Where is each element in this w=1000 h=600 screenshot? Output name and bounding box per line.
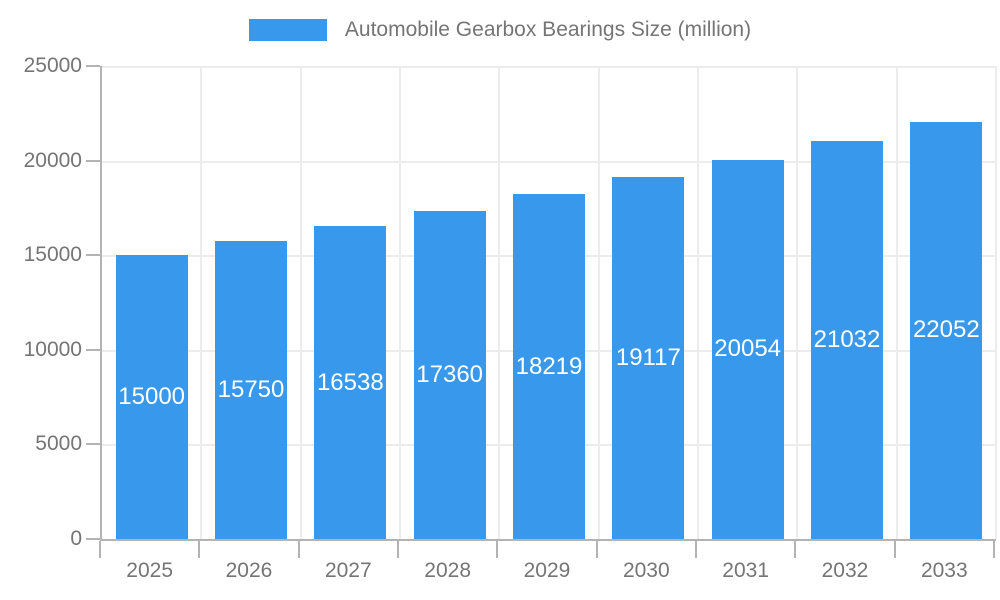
y-axis-tick	[86, 65, 100, 67]
bar-value-label: 18219	[515, 352, 583, 380]
x-axis-tick	[993, 541, 995, 558]
y-axis-tick	[86, 348, 100, 351]
x-gridline	[895, 66, 898, 539]
plot-area: 15000 15750 16538 17360 18219 19117 20054 21032…	[100, 66, 997, 541]
y-axis-tick	[86, 538, 100, 540]
x-axis-tick	[695, 541, 697, 558]
x-axis-label: 2032	[821, 559, 869, 582]
y-axis-label: 20000	[23, 148, 82, 172]
bar-value-label: 22052	[912, 316, 980, 344]
bar-2031[interactable]: 20054	[711, 159, 784, 539]
y-axis-tick	[86, 159, 100, 162]
x-axis-label: 2030	[622, 559, 670, 582]
x-axis-tick	[297, 541, 300, 558]
x-gridline	[697, 66, 699, 539]
x-gridline	[498, 66, 501, 539]
x-axis-tick	[397, 541, 399, 558]
x-axis-tick	[99, 541, 101, 558]
x-axis-label: 2029	[523, 559, 571, 582]
bar-2033[interactable]: 22052	[910, 121, 983, 539]
bar-value-label: 17360	[416, 360, 484, 388]
x-gridline	[995, 66, 997, 539]
bar-value-label: 15000	[118, 383, 186, 411]
x-axis-tick	[893, 541, 896, 558]
bar-2028[interactable]: 17360	[413, 210, 486, 539]
y-axis-label: 0	[70, 527, 82, 550]
bar-2030[interactable]: 19117	[612, 177, 685, 539]
legend-swatch	[248, 19, 327, 41]
x-axis-tick	[496, 541, 499, 558]
x-gridline	[796, 66, 799, 539]
bar-value-label: 15750	[217, 376, 285, 403]
y-axis-tick	[86, 443, 100, 446]
bar-2025[interactable]: 15000	[115, 255, 188, 539]
bar-2027[interactable]: 16538	[314, 226, 387, 539]
bar-value-label: 16538	[316, 368, 384, 396]
bar-2032[interactable]: 21032	[811, 141, 883, 539]
bar-2029[interactable]: 18219	[513, 194, 585, 539]
x-gridline	[299, 66, 302, 539]
y-axis-label: 15000	[23, 243, 82, 267]
x-axis-label: 2025	[126, 559, 174, 582]
y-axis-label: 10000	[23, 337, 82, 361]
legend-label: Automobile Gearbox Bearings Size (millio…	[344, 18, 752, 41]
bar-value-label: 20054	[714, 335, 782, 363]
x-axis-label: 2028	[424, 559, 472, 582]
x-axis-tick	[198, 541, 201, 558]
y-axis-label: 5000	[35, 432, 82, 456]
x-gridline	[200, 66, 203, 539]
x-axis-tick	[595, 541, 598, 558]
x-gridline	[597, 66, 600, 539]
x-axis-tick	[794, 541, 797, 558]
bar-value-label: 19117	[615, 344, 681, 372]
x-axis-label: 2027	[324, 559, 372, 582]
y-gridline	[102, 66, 996, 68]
bar-2026[interactable]: 15750	[215, 241, 287, 539]
bar-value-label: 21032	[813, 326, 881, 354]
x-gridline	[399, 66, 401, 539]
y-axis-tick	[86, 254, 100, 257]
x-axis-label: 2026	[225, 559, 273, 582]
x-axis-label: 2033	[920, 559, 968, 582]
y-axis-label: 25000	[23, 54, 82, 77]
y-gridline	[102, 160, 996, 163]
x-axis-label: 2031	[722, 559, 770, 582]
legend-item[interactable]: Automobile Gearbox Bearings Size (millio…	[0, 18, 1000, 42]
